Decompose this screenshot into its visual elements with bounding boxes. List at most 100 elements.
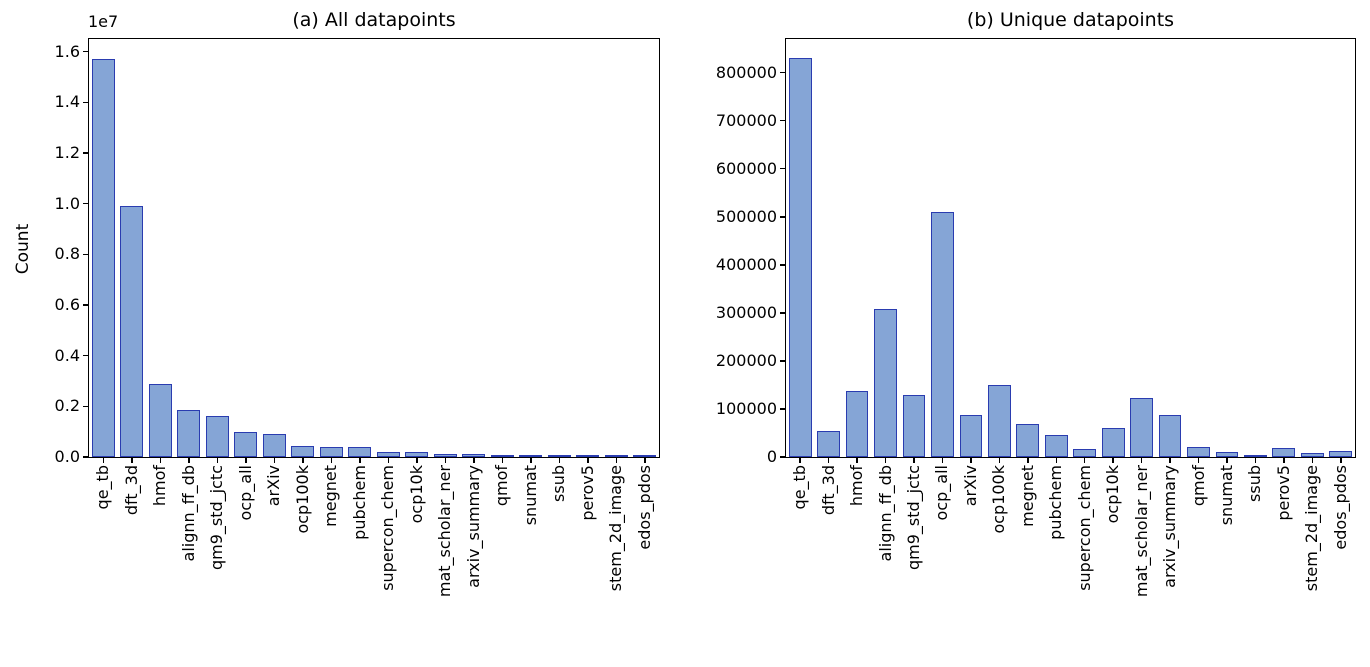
y-tick-mark: [780, 167, 785, 170]
x-tick-label: arxiv_summary: [1160, 465, 1180, 588]
bar: [987, 385, 1011, 457]
bar: [1215, 452, 1239, 457]
x-tick-mark: [188, 458, 190, 463]
y-tick-label: 100000: [715, 398, 777, 418]
x-tick-mark: [615, 458, 617, 463]
bar: [931, 212, 954, 457]
x-tick-mark: [1283, 458, 1285, 463]
x-tick-mark: [501, 458, 503, 463]
bar: [1187, 447, 1210, 457]
y-tick-mark: [780, 216, 785, 218]
x-tick-mark: [245, 458, 247, 463]
y-tick-label: 700000: [715, 110, 777, 130]
x-tick-mark: [1254, 458, 1257, 463]
y-tick-mark: [780, 456, 785, 458]
bar: [405, 452, 429, 457]
x-tick-mark: [856, 458, 858, 463]
x-tick-mark: [302, 458, 304, 463]
bar: [291, 446, 315, 457]
x-tick-label: ocp100k: [292, 465, 312, 534]
x-tick-label: snumat: [520, 465, 540, 526]
x-tick-label: megnet: [321, 465, 341, 527]
subplot-unique-datapoints: (b) Unique datapoints 0 100000 200000 30000…: [685, 0, 1370, 667]
x-tick-mark: [1226, 458, 1228, 463]
x-tick-label: qe_tb: [93, 465, 113, 510]
y-tick-label: 800000: [715, 62, 777, 82]
x-tick-label: supercon_chem: [378, 465, 398, 591]
x-tick-label: stem_2d_image: [606, 465, 626, 592]
x-tick-label: ssub: [549, 465, 569, 502]
bar: [120, 206, 144, 457]
subplot-all-datapoints: (a) All datapoints Count 1e7 0.0 0.2 0.4 0.…: [13, 9, 660, 597]
x-tick-label: dft_3d: [818, 465, 838, 516]
x-tick-label: ocp10k: [406, 465, 426, 524]
x-tick-mark: [1197, 458, 1200, 463]
bar: [490, 455, 514, 457]
plot-area: [785, 38, 1356, 458]
y-tick-mark: [780, 312, 785, 314]
y-tick-label: 500000: [715, 206, 777, 226]
bar: [91, 59, 115, 457]
chart-title: (a) All datapoints: [292, 9, 456, 31]
x-tick-mark: [913, 458, 915, 463]
x-tick-mark: [131, 458, 133, 463]
x-tick-mark: [1027, 458, 1029, 463]
x-tick-mark: [941, 458, 944, 463]
x-tick-label: supercon_chem: [1074, 465, 1094, 591]
bar: [959, 415, 983, 457]
y-tick-label: 1.6: [54, 41, 80, 61]
x-tick-label: arXiv: [264, 465, 284, 507]
bar: [1329, 451, 1353, 457]
y-tick-label: 600000: [715, 158, 777, 178]
bar: [817, 431, 841, 457]
bar: [433, 454, 457, 457]
x-tick-label: dft_3d: [121, 465, 141, 516]
y-tick-mark: [83, 253, 88, 256]
chart-title: (b) Unique datapoints: [966, 9, 1175, 31]
y-tick-label: 0: [766, 447, 777, 466]
x-tick-mark: [1311, 458, 1314, 463]
x-tick-mark: [330, 458, 332, 463]
x-tick-mark: [359, 458, 361, 463]
y-tick-label: 0.8: [54, 244, 80, 264]
bar: [576, 455, 600, 457]
bar: [1130, 398, 1153, 457]
bar: [633, 455, 657, 457]
bar: [1244, 455, 1267, 457]
x-tick-mark: [387, 458, 389, 463]
y-tick-mark: [83, 405, 88, 408]
bar: [376, 452, 400, 457]
bar: [262, 434, 286, 457]
bar: [1044, 435, 1068, 457]
x-tick-label: ocp10k: [1103, 465, 1123, 524]
bar: [1158, 415, 1182, 457]
bar: [348, 447, 372, 457]
bar: [845, 391, 869, 457]
x-tick-mark: [587, 458, 589, 463]
y-axis-scale-offset-label: 1e7: [88, 12, 119, 31]
bar: [788, 58, 812, 457]
x-tick-mark: [1340, 458, 1342, 463]
y-tick-mark: [83, 152, 88, 154]
x-tick-mark: [799, 458, 801, 463]
y-tick-mark: [780, 360, 785, 362]
x-tick-label: ocp_all: [932, 465, 952, 521]
x-tick-label: arxiv_summary: [463, 465, 483, 588]
x-tick-mark: [102, 458, 104, 463]
bar: [319, 447, 343, 457]
bar: [902, 395, 926, 457]
x-tick-label: arXiv: [960, 465, 980, 507]
x-tick-label: ocp100k: [989, 465, 1009, 534]
bar: [604, 455, 628, 457]
x-tick-mark: [1055, 458, 1058, 463]
bar: [1016, 424, 1040, 457]
bar: [1300, 453, 1324, 457]
x-tick-mark: [644, 458, 646, 463]
bar: [205, 416, 229, 457]
y-tick-mark: [780, 119, 785, 122]
bar: [874, 309, 897, 457]
y-tick-label: 300000: [715, 302, 777, 322]
y-tick-label: 1.0: [54, 193, 80, 213]
y-tick-label: 0.0: [54, 447, 80, 466]
x-tick-mark: [1140, 458, 1143, 463]
